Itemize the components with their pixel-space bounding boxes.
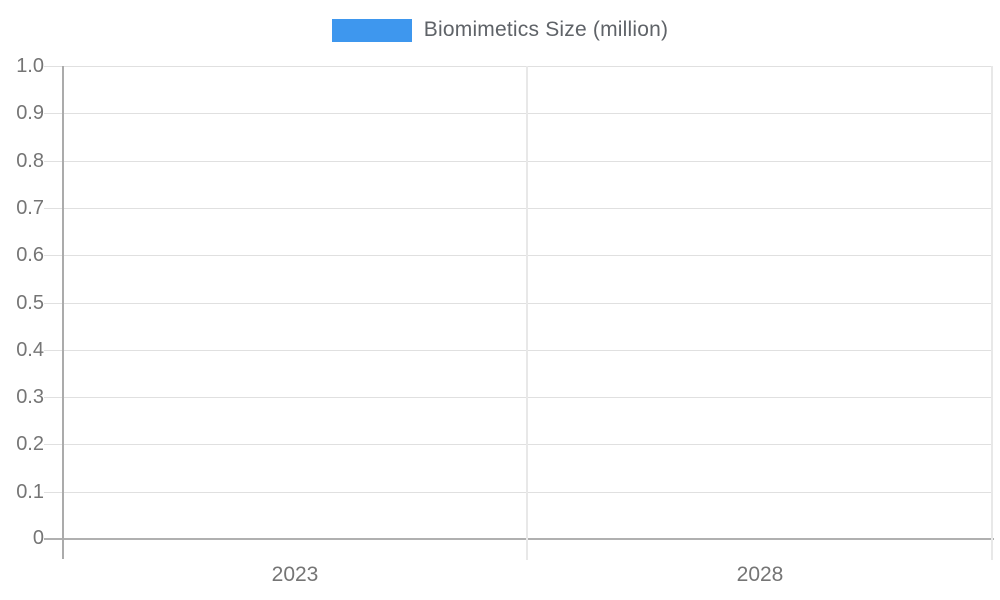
y-tick-label: 0 [32, 527, 44, 549]
y-tick-label: 0.3 [16, 386, 44, 408]
gridline-y-1.0 [44, 66, 993, 67]
chart-legend: Biomimetics Size (million) [0, 18, 1000, 42]
y-tick-label: 0.8 [16, 150, 44, 172]
gridline-y-0.2 [44, 444, 993, 445]
y-tick-label: 0.2 [16, 433, 44, 455]
y-tick-label: 0.6 [16, 244, 44, 266]
gridline-x-center [526, 66, 528, 560]
x-axis-baseline [44, 538, 994, 540]
gridline-y-0.3 [44, 397, 993, 398]
gridline-x-right [991, 66, 993, 560]
gridline-y-0.9 [44, 113, 993, 114]
gridline-y-0.6 [44, 255, 993, 256]
y-tick-label: 0.1 [16, 481, 44, 503]
gridline-y-0.8 [44, 161, 993, 162]
gridline-y-0.4 [44, 350, 993, 351]
y-tick-label: 0.7 [16, 197, 44, 219]
gridline-y-0.5 [44, 303, 993, 304]
x-tick-label-2028: 2028 [736, 563, 784, 586]
legend-series-label: Biomimetics Size (million) [423, 18, 669, 41]
y-tick-label: 0.5 [16, 292, 44, 314]
gridline-y-0.7 [44, 208, 993, 209]
legend-swatch-icon [331, 18, 412, 42]
gridline-y-0.1 [44, 492, 993, 493]
x-tick-label-2023: 2023 [271, 563, 319, 586]
y-tick-label: 0.9 [16, 102, 44, 124]
y-tick-label: 0.4 [16, 339, 44, 361]
y-axis-line [62, 66, 64, 559]
y-tick-label: 1.0 [16, 55, 44, 77]
